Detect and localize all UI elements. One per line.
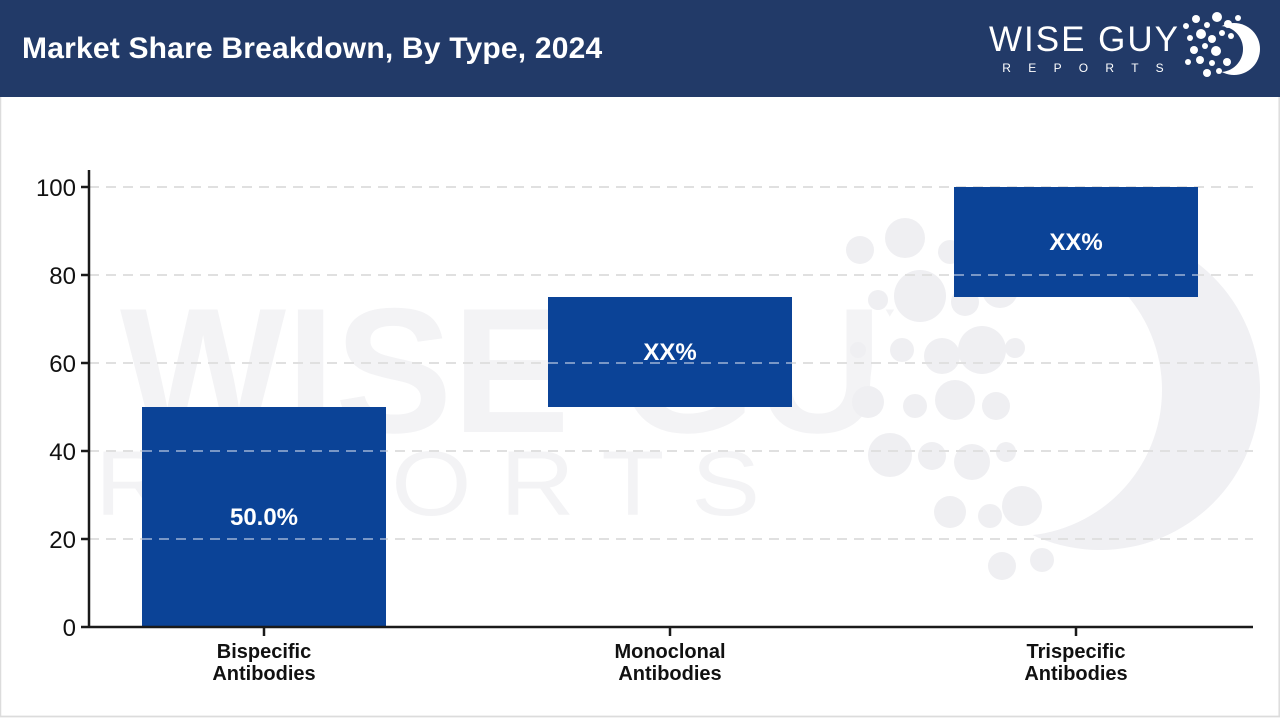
category-label: Antibodies <box>1024 663 1127 685</box>
y-tick-label: 100 <box>36 175 76 202</box>
report-canvas: Market Share Breakdown, By Type, 2024 WI… <box>0 0 1280 720</box>
category-label: Trispecific <box>1027 641 1126 663</box>
category-label: Antibodies <box>212 663 315 685</box>
header: Market Share Breakdown, By Type, 2024 WI… <box>0 0 1280 97</box>
logo-text: WISE GUY R E P O R T S <box>989 22 1180 75</box>
category-label: Bispecific <box>217 641 311 663</box>
y-tick-label: 0 <box>63 615 76 642</box>
category-label: Monoclonal <box>614 641 725 663</box>
waterfall-chart: WISE GUYR E P O R T S 50.0%XX%XX% 020406… <box>0 97 1280 720</box>
wise-guy-logo: WISE GUY R E P O R T S <box>989 6 1266 92</box>
y-tick-label: 20 <box>49 527 76 554</box>
logo-face-icon <box>1174 6 1266 92</box>
y-tick-label: 60 <box>49 351 76 378</box>
bar-value-label: XX% <box>643 339 696 366</box>
bar-value-label: 50.0% <box>230 504 298 531</box>
y-tick-label: 40 <box>49 439 76 466</box>
category-label: Antibodies <box>618 663 721 685</box>
bar-value-label: XX% <box>1049 229 1102 256</box>
logo-subtext: R E P O R T S <box>998 61 1170 75</box>
logo-wordmark: WISE GUY <box>989 22 1180 57</box>
page-title: Market Share Breakdown, By Type, 2024 <box>22 32 602 66</box>
y-tick-label: 80 <box>49 263 76 290</box>
